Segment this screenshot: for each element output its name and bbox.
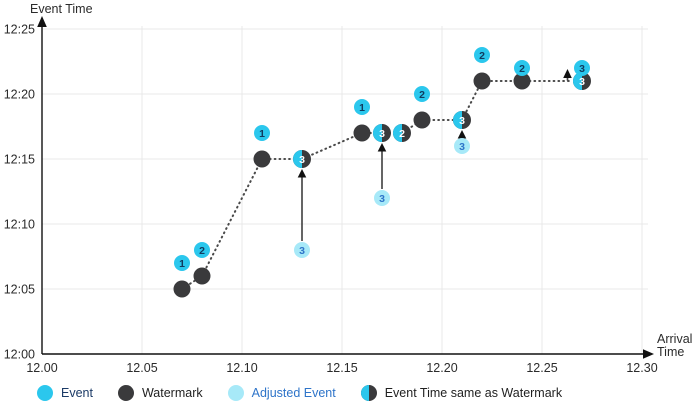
same-as-watermark-half-icon — [453, 111, 462, 129]
event-number: 1 — [259, 128, 265, 140]
x-tick-label: 12.25 — [526, 361, 557, 375]
x-axis-arrow-icon — [643, 349, 654, 359]
y-tick-label: 12:15 — [4, 153, 35, 167]
legend-swatch-adjusted-icon — [227, 385, 244, 401]
x-tick-label: 12.00 — [26, 361, 57, 375]
legend-item-watermark: Watermark — [117, 384, 203, 402]
event-point — [174, 255, 190, 271]
watermark-point — [353, 124, 371, 142]
legend-item-event: Event — [36, 384, 93, 402]
legend-label: Event — [61, 386, 93, 400]
same-as-watermark-half-icon — [373, 124, 382, 142]
watermark-point — [253, 150, 271, 168]
watermark-point — [173, 280, 191, 298]
event-number: 3 — [579, 63, 585, 75]
adjust-arrow-head-icon — [297, 169, 307, 178]
x-tick-label: 12.05 — [126, 361, 157, 375]
watermark-point — [513, 72, 531, 90]
y-axis-arrow-icon — [37, 16, 47, 27]
event-point — [474, 47, 490, 63]
adjusted-event-number: 3 — [299, 245, 305, 257]
legend-swatch-event-icon — [37, 385, 53, 401]
same-as-watermark-number: 3 — [579, 76, 585, 88]
event-point — [514, 60, 530, 76]
x-tick-label: 12.10 — [226, 361, 257, 375]
y-tick-label: 12:10 — [4, 218, 35, 232]
same-as-watermark-number: 3 — [379, 128, 385, 140]
x-tick-label: 12.30 — [626, 361, 657, 375]
same-as-watermark-half-icon — [393, 124, 402, 142]
same-as-watermark-number: 2 — [399, 128, 405, 140]
watermark-dotted-line — [181, 80, 573, 290]
legend-label: Adjusted Event — [251, 386, 336, 400]
watermark-point — [413, 111, 431, 129]
x-axis-title-line2: Time — [657, 345, 685, 359]
x-axis-title-line1: Arrival — [657, 332, 693, 346]
event-number: 2 — [419, 89, 425, 101]
x-tick-label: 12.20 — [426, 361, 457, 375]
adjusted-event-point — [454, 138, 470, 154]
event-point — [574, 60, 590, 76]
event-number: 2 — [199, 245, 205, 257]
event-number: 1 — [359, 102, 365, 114]
y-axis-title: Event Time — [30, 2, 93, 16]
watermark-point — [473, 72, 491, 90]
y-tick-label: 12:05 — [4, 283, 35, 297]
y-tick-label: 12:20 — [4, 88, 35, 102]
event-point — [254, 125, 270, 141]
adjust-arrow-head-icon — [457, 130, 467, 139]
legend: Event Watermark Adjusted Event Event Time s… — [36, 384, 562, 402]
event-number: 1 — [179, 258, 185, 270]
legend-swatch-watermark-icon — [117, 385, 134, 401]
legend-label: Watermark — [141, 386, 203, 400]
y-tick-label: 12:25 — [4, 23, 35, 37]
event-point — [354, 99, 370, 115]
same-as-watermark-number: 3 — [459, 115, 465, 127]
adjusted-event-number: 3 — [379, 193, 385, 205]
adjusted-event-point — [374, 190, 390, 206]
event-number: 2 — [519, 63, 525, 75]
same-as-watermark-half-icon — [293, 150, 302, 168]
adjusted-event-number: 3 — [459, 141, 465, 153]
event-number: 2 — [479, 50, 485, 62]
event-point — [414, 86, 430, 102]
y-tick-label: 12:00 — [4, 348, 35, 362]
same-as-watermark-number: 3 — [299, 154, 305, 166]
legend-item-half: Event Time same as Watermark — [360, 384, 562, 402]
x-tick-label: 12.15 — [326, 361, 357, 375]
watermark-point — [193, 267, 211, 285]
legend-label: Event Time same as Watermark — [384, 386, 563, 400]
adjusted-event-point — [294, 242, 310, 258]
advance-arrow-head-icon — [563, 69, 572, 78]
legend-swatch-half-icon — [360, 385, 377, 401]
x-axis-title: Arrival Time — [657, 333, 692, 359]
event-point — [194, 242, 210, 258]
same-as-watermark-half-icon — [573, 72, 582, 90]
adjust-arrow-head-icon — [377, 143, 387, 152]
legend-item-adjusted: Adjusted Event — [227, 384, 336, 402]
